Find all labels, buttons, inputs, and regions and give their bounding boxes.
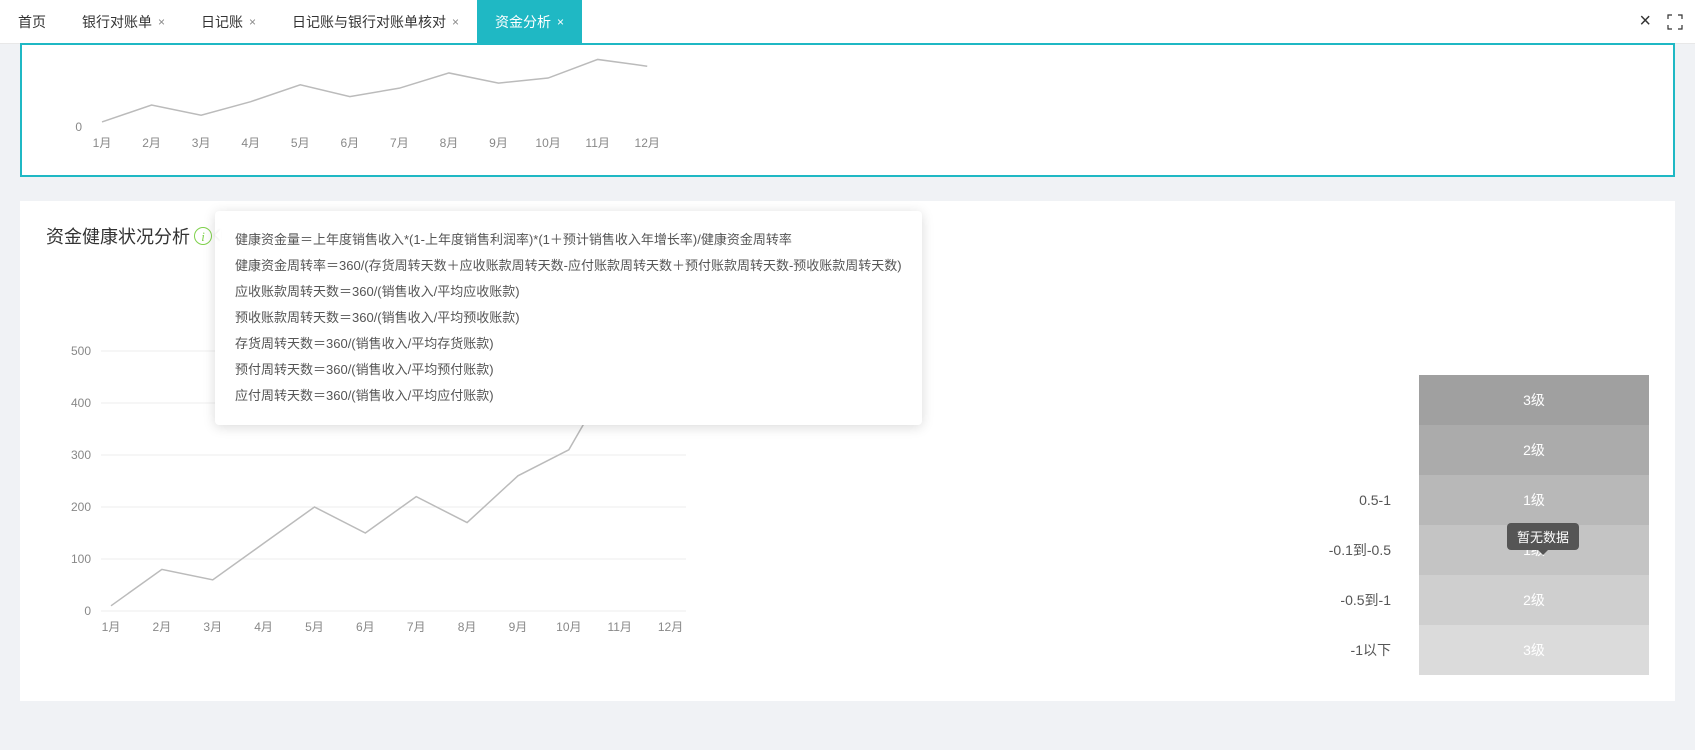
tab-label: 日记账 [201, 12, 243, 32]
tab-3[interactable]: 日记账与银行对账单核对 × [274, 0, 477, 44]
tab-bar: 首页 银行对账单 × 日记账 × 日记账与银行对账单核对 × 资金分析 × × [0, 0, 1695, 44]
tabbar-right-controls: × [1639, 10, 1695, 33]
level-row: -0.5到-12级 [1269, 575, 1649, 625]
svg-text:500: 500 [71, 344, 91, 358]
svg-text:4月: 4月 [254, 620, 273, 634]
svg-text:4月: 4月 [241, 136, 260, 150]
tab-label: 银行对账单 [82, 12, 152, 32]
svg-text:10月: 10月 [556, 620, 581, 634]
levels-table: 暂无数据 3级2级0.5-11级-0.1到-0.51级-0.5到-12级-1以下… [1269, 375, 1649, 675]
level-range-label [1269, 425, 1419, 475]
formula-line: 应付周转天数＝360/(销售收入/平均应付账款) [235, 383, 902, 409]
formula-tooltip: 健康资金量＝上年度销售收入*(1-上年度销售利润率)*(1＋预计销售收入年增长率… [215, 211, 922, 425]
health-analysis-panel: 资金健康状况分析 i 健康资金量＝上年度销售收入*(1-上年度销售利润率)*(1… [20, 201, 1675, 701]
formula-line: 预付周转天数＝360/(销售收入/平均预付账款) [235, 357, 902, 383]
svg-text:200: 200 [71, 500, 91, 514]
level-range-label: -0.5到-1 [1269, 575, 1419, 625]
level-row: -0.1到-0.51级 [1269, 525, 1649, 575]
svg-text:100: 100 [71, 552, 91, 566]
tab-close-icon[interactable]: × [158, 15, 165, 29]
svg-text:1月: 1月 [102, 620, 121, 634]
svg-text:2月: 2月 [142, 136, 161, 150]
svg-text:5月: 5月 [305, 620, 324, 634]
nodata-badge: 暂无数据 [1507, 523, 1579, 550]
level-bar: 3级 [1419, 375, 1649, 425]
svg-text:1月: 1月 [93, 136, 112, 150]
close-all-icon[interactable]: × [1639, 10, 1651, 33]
tab-close-icon[interactable]: × [249, 15, 256, 29]
level-range-label [1269, 375, 1419, 425]
level-row: 2级 [1269, 425, 1649, 475]
svg-text:0: 0 [84, 604, 91, 618]
svg-text:8月: 8月 [440, 136, 459, 150]
svg-text:300: 300 [71, 448, 91, 462]
tab-label: 首页 [18, 12, 46, 32]
svg-text:8月: 8月 [458, 620, 477, 634]
tab-2[interactable]: 日记账 × [183, 0, 274, 44]
level-range-label: -0.1到-0.5 [1269, 525, 1419, 575]
section-title: 资金健康状况分析 [46, 223, 190, 249]
level-bar: 3级 [1419, 625, 1649, 675]
fullscreen-icon[interactable] [1667, 14, 1683, 30]
tab-label: 日记账与银行对账单核对 [292, 12, 446, 32]
formula-line: 预收账款周转天数＝360/(销售收入/平均预收账款) [235, 305, 902, 331]
formula-line: 应收账款周转天数＝360/(销售收入/平均应收账款) [235, 279, 902, 305]
level-range-label: -1以下 [1269, 625, 1419, 675]
svg-text:12月: 12月 [658, 620, 683, 634]
svg-text:6月: 6月 [340, 136, 359, 150]
formula-line: 健康资金周转率＝360/(存货周转天数＋应收账款周转天数-应付账款周转天数＋预付… [235, 253, 902, 279]
level-range-label: 0.5-1 [1269, 475, 1419, 525]
svg-text:10月: 10月 [535, 136, 560, 150]
svg-text:0: 0 [75, 120, 82, 134]
svg-text:7月: 7月 [390, 136, 409, 150]
svg-text:9月: 9月 [489, 136, 508, 150]
svg-text:12月: 12月 [635, 136, 660, 150]
svg-text:2月: 2月 [153, 620, 172, 634]
level-bar: 1级 [1419, 475, 1649, 525]
level-bar: 2级 [1419, 575, 1649, 625]
svg-text:5月: 5月 [291, 136, 310, 150]
level-row: -1以下3级 [1269, 625, 1649, 675]
level-row: 3级 [1269, 375, 1649, 425]
svg-text:6月: 6月 [356, 620, 375, 634]
page-content: 0 1月 2月 3月 4月 5月 6月 7月 8月 9月 10月 11月 12月 资金健康状况分析 i … [0, 43, 1695, 731]
svg-text:11月: 11月 [607, 620, 631, 634]
level-row: 0.5-11级 [1269, 475, 1649, 525]
svg-text:9月: 9月 [509, 620, 528, 634]
formula-line: 健康资金量＝上年度销售收入*(1-上年度销售利润率)*(1＋预计销售收入年增长率… [235, 227, 902, 253]
svg-text:11月: 11月 [585, 136, 609, 150]
tab-1[interactable]: 银行对账单 × [64, 0, 183, 44]
top-chart-panel: 0 1月 2月 3月 4月 5月 6月 7月 8月 9月 10月 11月 12月 [20, 43, 1675, 177]
svg-text:3月: 3月 [192, 136, 211, 150]
tab-label: 资金分析 [495, 12, 551, 32]
svg-text:400: 400 [71, 396, 91, 410]
tab-0[interactable]: 首页 [0, 0, 64, 44]
svg-text:7月: 7月 [407, 620, 426, 634]
svg-text:3月: 3月 [203, 620, 222, 634]
tab-4[interactable]: 资金分析 × [477, 0, 582, 44]
top-line-chart: 0 1月 2月 3月 4月 5月 6月 7月 8月 9月 10月 11月 12月 [42, 45, 1653, 155]
level-bar: 2级 [1419, 425, 1649, 475]
tab-close-icon[interactable]: × [557, 15, 564, 29]
formula-line: 存货周转天数＝360/(销售收入/平均存货账款) [235, 331, 902, 357]
tab-close-icon[interactable]: × [452, 15, 459, 29]
